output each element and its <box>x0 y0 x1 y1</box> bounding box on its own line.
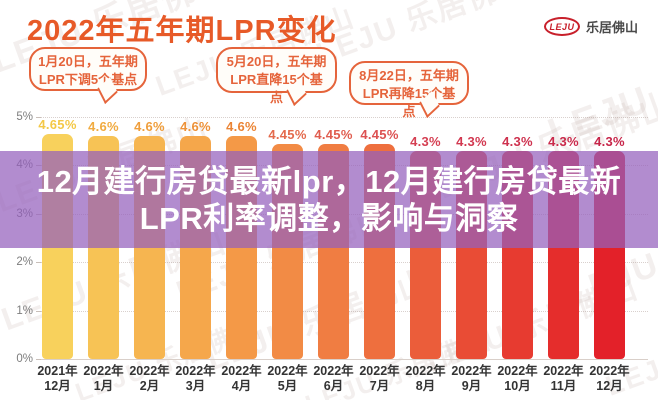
y-axis-tick-label: 1% <box>16 304 33 317</box>
bar-value-label: 4.6% <box>226 119 257 135</box>
bar-value-label: 4.65% <box>38 116 77 132</box>
callout-text: 8月22日，五年期 <box>359 68 459 83</box>
y-axis-tick-mark <box>36 262 41 264</box>
bar-value-label: 4.6% <box>88 119 119 135</box>
x-axis-category-label: 2022年 4月 <box>221 364 262 393</box>
y-axis-tick-mark <box>36 359 41 360</box>
callout-text: LPR再降15个基点 <box>362 86 456 119</box>
callout-august-cut: 8月22日，五年期 LPR再降15个基点 <box>349 61 469 119</box>
gridline <box>38 117 648 118</box>
leju-logo-icon: LEJU <box>544 17 580 36</box>
callout-text: 5月20日，五年期 <box>226 54 327 69</box>
x-axis-category-label: 2022年 8月 <box>405 364 446 393</box>
bar-value-label: 4.45% <box>268 126 307 142</box>
y-axis-tick-label: 2% <box>16 256 33 269</box>
x-axis-category-label: 2021年 12月 <box>37 364 78 393</box>
callout-may-cut: 5月20日，五年期 LPR直降15个基点 <box>216 47 337 107</box>
bar-value-label: 4.6% <box>134 119 165 135</box>
headline-line-2: LPR利率调整，影响与洞察 <box>139 200 519 236</box>
x-axis-category-label: 2022年 12月 <box>589 364 630 393</box>
x-axis-category-label: 2022年 5月 <box>267 364 308 393</box>
bar-value-label: 4.6% <box>180 119 211 135</box>
x-axis-category-label: 2022年 6月 <box>313 364 354 393</box>
x-axis-category-label: 2022年 7月 <box>359 364 400 393</box>
chart-title: 2022年五年期LPR变化 <box>27 15 337 47</box>
y-axis-tick-mark <box>36 310 41 312</box>
x-axis-category-label: 2022年 3月 <box>175 364 216 393</box>
x-axis-category-label: 2022年 10月 <box>497 364 538 393</box>
y-axis-tick-label: 5% <box>16 111 33 123</box>
x-axis-category-label: 2022年 9月 <box>451 364 492 393</box>
x-axis-category-label: 2022年 2月 <box>129 364 170 393</box>
headline-overlay: 12月建行房贷最新lpr，12月建行房贷最新 LPR利率调整，影响与洞察 <box>0 151 658 248</box>
bar-value-label: 4.3% <box>594 133 625 149</box>
x-axis-category-label: 2022年 11月 <box>543 364 584 393</box>
x-axis-line <box>38 359 648 360</box>
callout-text: LPR下调5个基点 <box>38 72 138 87</box>
leju-logo-text: 乐居佛山 <box>586 20 639 35</box>
callout-text: 1月20日，五年期 <box>38 54 138 69</box>
leju-logo: LEJU 乐居佛山 <box>544 17 638 36</box>
bar-value-label: 4.3% <box>548 133 579 149</box>
y-axis-tick-mark <box>36 117 41 118</box>
bar-value-label: 4.3% <box>456 133 487 149</box>
x-axis-category-label: 2022年 1月 <box>83 364 124 393</box>
bar-value-label: 4.3% <box>502 133 533 149</box>
headline-line-1: 12月建行房贷最新lpr，12月建行房贷最新 <box>36 163 622 199</box>
bar-value-label: 4.45% <box>360 126 399 142</box>
y-axis-tick-label: 0% <box>16 353 33 365</box>
callout-january-cut: 1月20日，五年期 LPR下调5个基点 <box>29 47 147 105</box>
bar-value-label: 4.45% <box>314 126 353 142</box>
callout-text: LPR直降15个基点 <box>230 72 323 105</box>
bar-value-label: 4.3% <box>410 133 441 149</box>
